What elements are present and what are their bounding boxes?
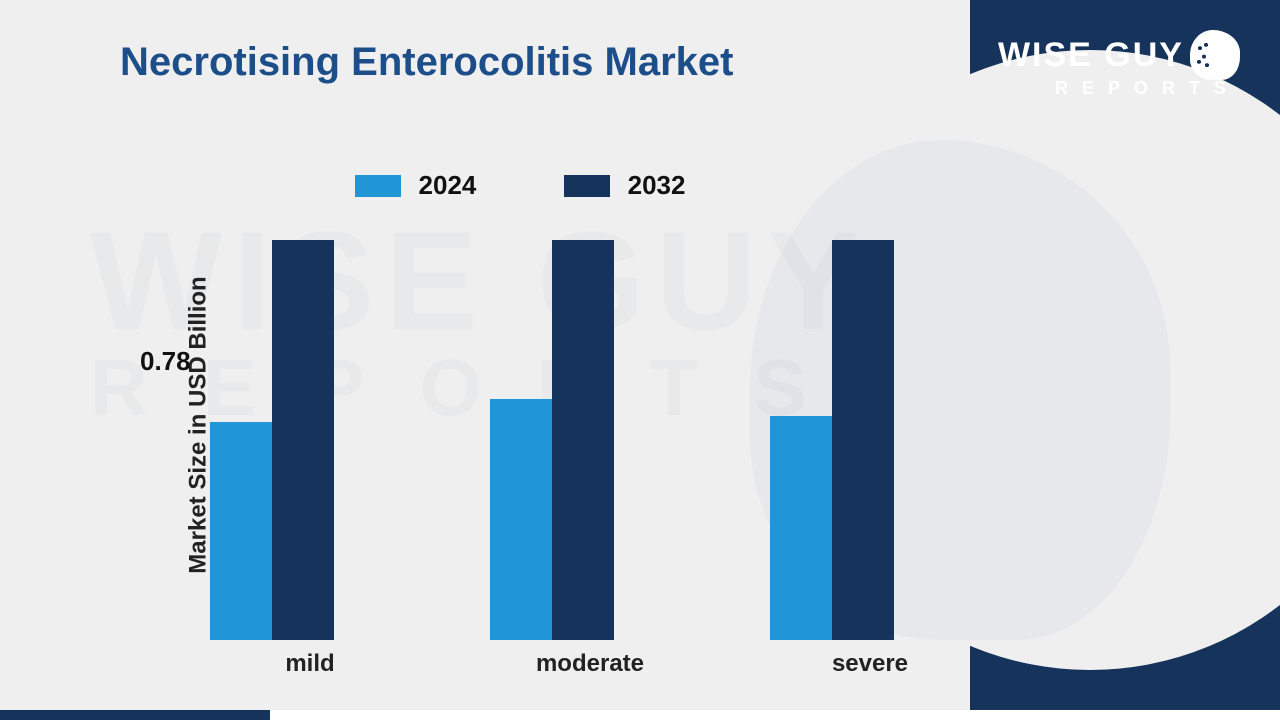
- chart-title: Necrotising Enterocolitis Market: [120, 40, 733, 85]
- bar-group: moderate: [490, 220, 690, 640]
- logo-text-1: WISE GUY: [998, 36, 1184, 75]
- chart-canvas: WISE GUY REPORTS Necrotising Enterocolit…: [0, 0, 1280, 720]
- bar-chart: Market Size in USD Billion 2024 2032 mil…: [80, 170, 960, 680]
- legend-swatch-2032: [564, 175, 610, 197]
- category-label: mild: [210, 650, 410, 678]
- legend-item-2024: 2024: [355, 170, 477, 201]
- legend: 2024 2032: [80, 170, 960, 204]
- bar: [490, 399, 552, 640]
- legend-swatch-2024: [355, 175, 401, 197]
- logo-text-2: REPORTS: [990, 78, 1240, 99]
- logo-head-icon: [1190, 30, 1240, 80]
- value-label: 0.78: [140, 346, 191, 377]
- plot-area: mildmoderatesevere0.78: [130, 220, 960, 640]
- brand-logo: WISE GUY REPORTS: [990, 30, 1240, 99]
- bar: [832, 240, 894, 640]
- bar: [210, 422, 272, 640]
- bar-group: mild: [210, 220, 410, 640]
- category-label: severe: [770, 650, 970, 678]
- bottom-strip: [0, 710, 1280, 720]
- category-label: moderate: [490, 650, 690, 678]
- bar: [552, 240, 614, 640]
- bar-group: severe: [770, 220, 970, 640]
- legend-label-2032: 2032: [628, 170, 686, 201]
- bar: [272, 240, 334, 640]
- legend-label-2024: 2024: [419, 170, 477, 201]
- bar: [770, 416, 832, 640]
- legend-item-2032: 2032: [564, 170, 686, 201]
